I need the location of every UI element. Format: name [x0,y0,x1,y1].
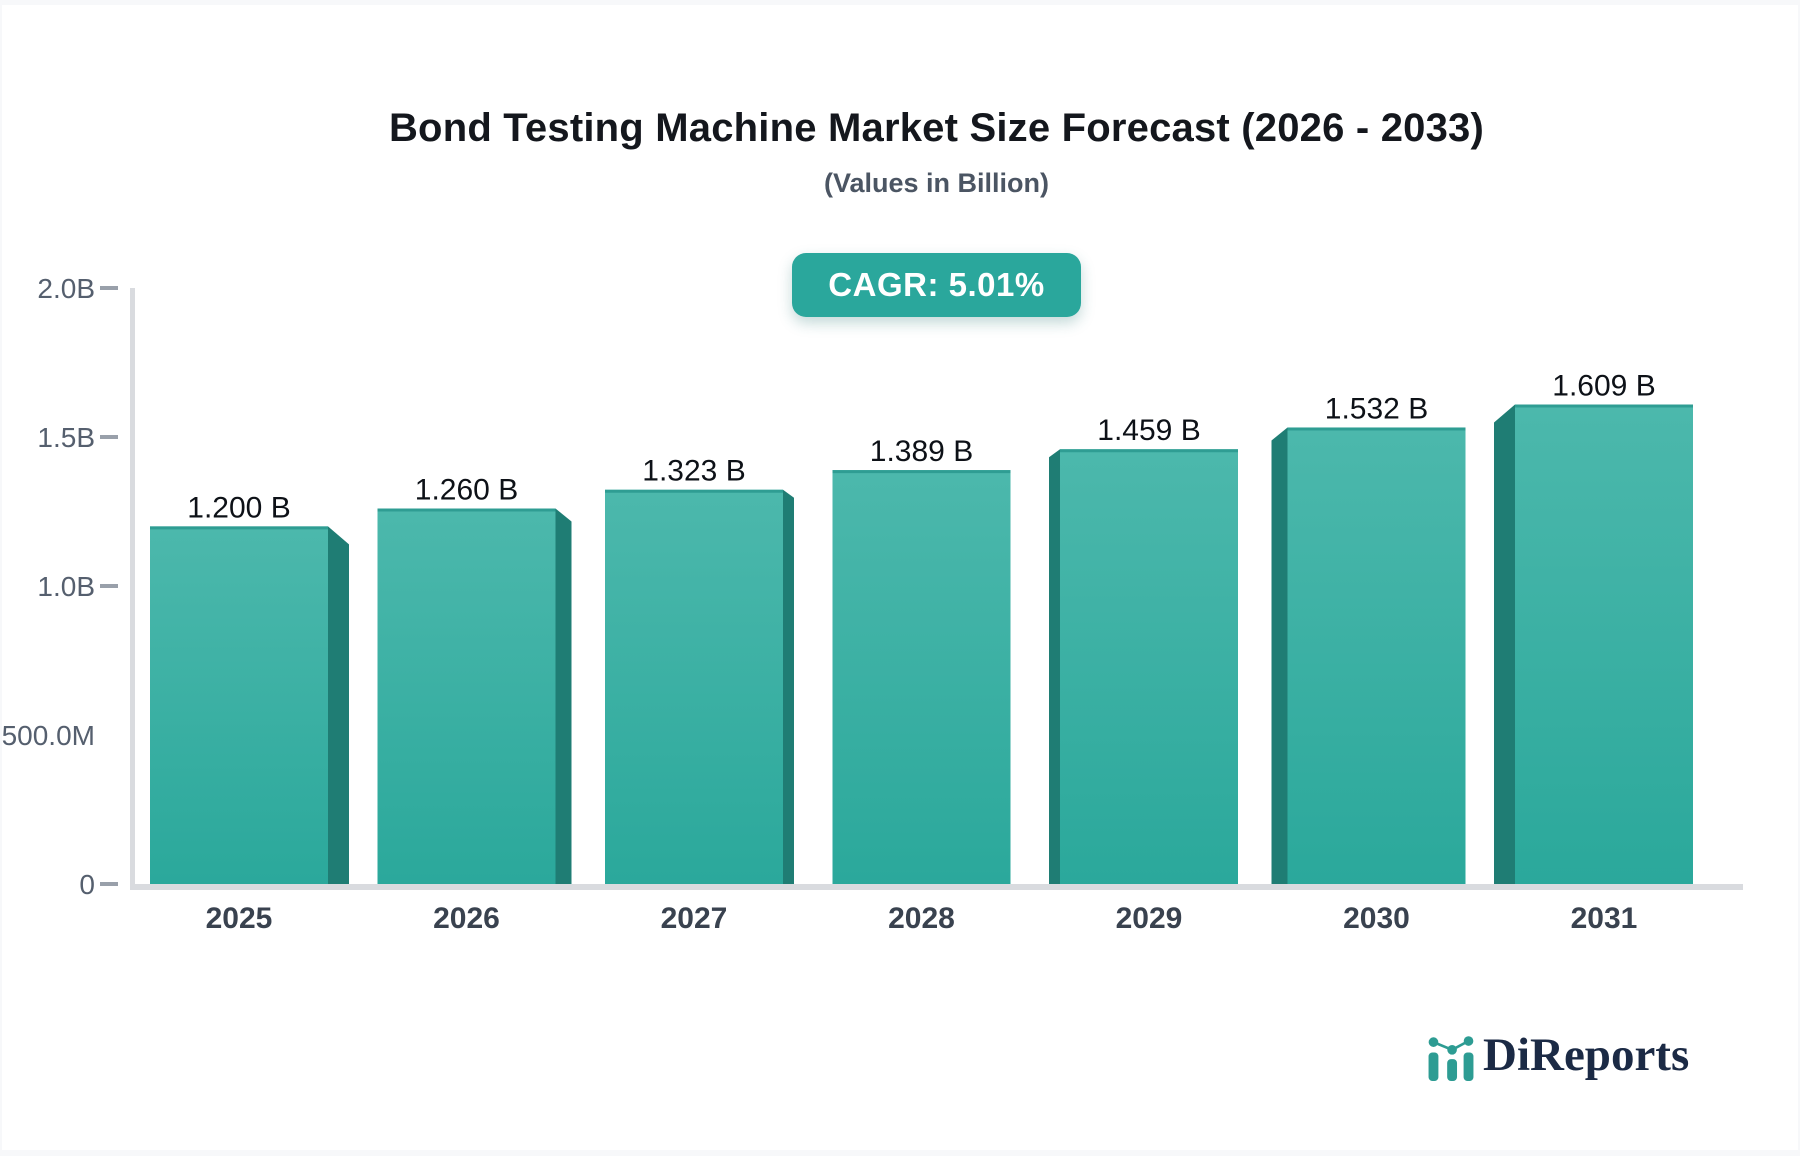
bar-value-label-2029: 1.459 B [1097,414,1200,447]
bar-value-label-2026: 1.260 B [415,474,518,507]
cagr-badge: CAGR: 5.01% [792,253,1081,317]
x-axis-label-2031: 2031 [1571,902,1638,935]
bar-side-face-2025 [328,526,349,890]
page-subtitle: (Values in Billion) [823,168,1050,198]
brand-name: DiReports [1483,1029,1690,1081]
y-tick-dash [100,584,118,588]
y-tick-label: 1.5B [37,422,95,453]
y-tick-label: 1.0B [37,571,95,602]
bar-2031 [1515,404,1693,890]
bar-value-label-2030: 1.532 B [1325,392,1428,425]
x-axis-line [130,884,1743,890]
x-axis-label-2030: 2030 [1343,902,1410,935]
axis-layer [100,286,1743,890]
y-tick-label: 0 [79,869,95,900]
y-axis-line [130,288,135,890]
y-tick-dash [100,882,118,886]
y-tick-dash [100,286,118,290]
brand-logo: DiReports [1428,1032,1689,1083]
bar-side-face-2029 [1049,449,1060,890]
bar-side-face-2026 [555,508,572,890]
bar-value-label-2028: 1.389 B [870,435,973,468]
bar-2029 [1060,449,1238,890]
bar-side-face-2027 [783,489,794,890]
bar-2028 [832,470,1011,890]
labels-layer: 1.200 B 2025 1.260 B 2026 1.323 B 2027 1.389 B… [2,273,1656,935]
x-axis-label-2028: 2028 [888,902,955,935]
y-tick-dash [100,435,118,439]
bar-value-label-2027: 1.323 B [642,455,745,488]
bar-value-label-2031: 1.609 B [1552,370,1655,403]
bar-2025 [150,526,328,890]
cagr-badge-row: CAGR: 5.01% [130,253,1743,317]
bar-2027 [605,489,783,890]
bars-layer [150,404,1693,890]
page-title: Bond Testing Machine Market Size Forecas… [388,106,1485,150]
bar-2026 [377,508,556,890]
x-axis-label-2029: 2029 [1116,902,1183,935]
x-axis-label-2026: 2026 [433,902,500,935]
bar-2030 [1287,427,1466,890]
x-axis-label-2027: 2027 [661,902,728,935]
x-axis-label-2025: 2025 [206,902,273,935]
bar-side-face-2030 [1271,427,1288,890]
y-tick-label: 2.0B [37,273,95,304]
bar-value-label-2025: 1.200 B [187,491,290,524]
bar-side-face-2031 [1494,404,1515,890]
y-tick-label: 500.0M [2,720,95,751]
mini-bar-chart-with-dots-icon [1428,1035,1474,1081]
